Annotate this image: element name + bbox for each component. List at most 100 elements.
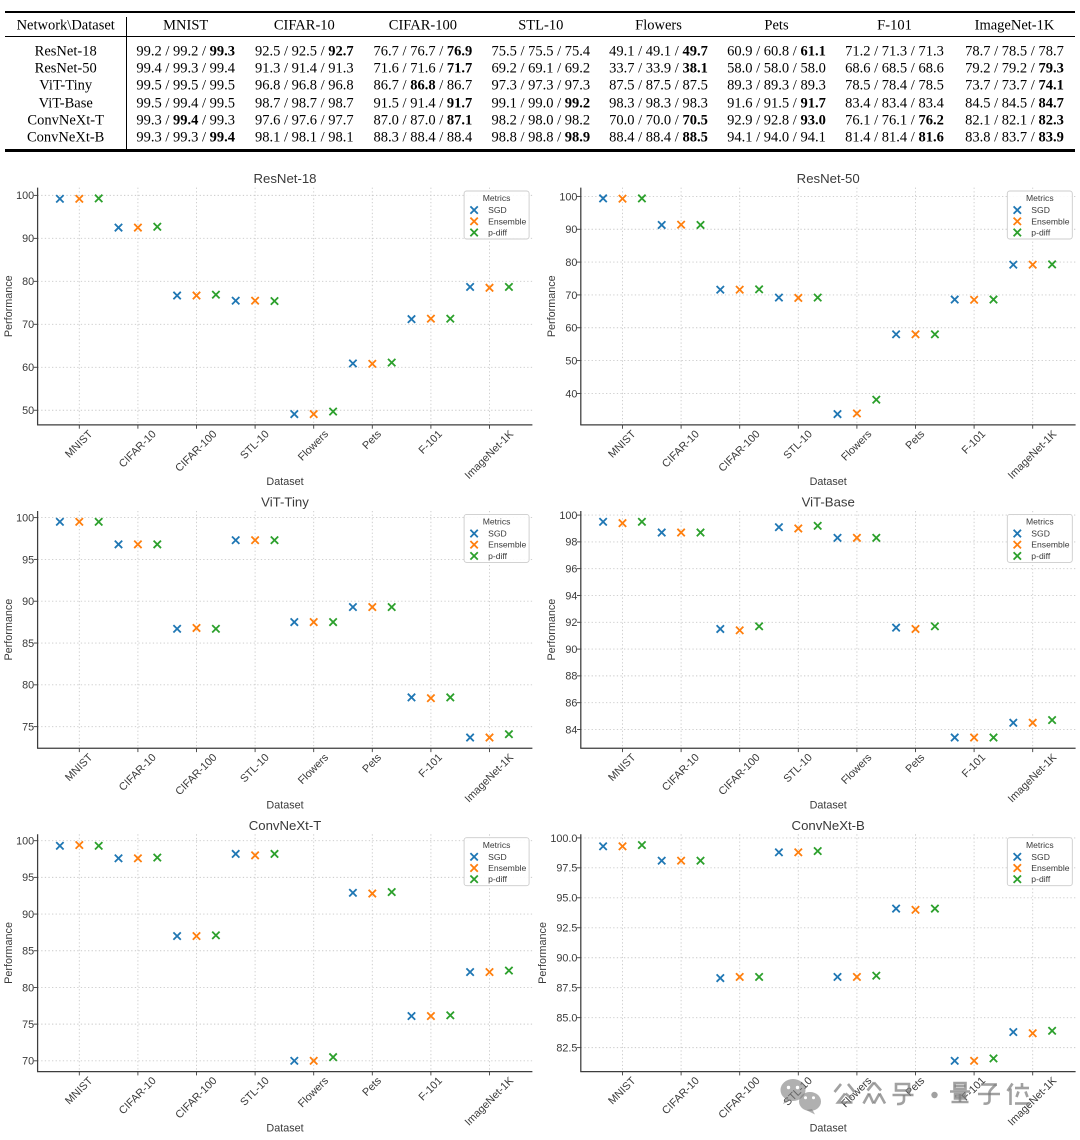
svg-text:F-101: F-101 [960,428,988,456]
svg-text:92: 92 [565,617,577,629]
svg-text:Flowers: Flowers [839,1075,875,1111]
svg-text:60: 60 [22,362,34,374]
svg-text:Metrics: Metrics [1026,517,1054,527]
svg-text:Ensemble: Ensemble [488,540,526,550]
svg-text:MNIST: MNIST [606,1075,639,1108]
svg-text:Metrics: Metrics [483,840,511,850]
svg-text:SGD: SGD [1031,529,1050,539]
svg-text:Performance: Performance [546,275,558,337]
svg-text:Flowers: Flowers [296,751,332,787]
svg-text:Metrics: Metrics [1026,193,1054,203]
svg-text:CIFAR-100: CIFAR-100 [716,752,762,798]
svg-text:MNIST: MNIST [606,428,639,461]
svg-text:90: 90 [22,233,34,245]
svg-text:CIFAR-100: CIFAR-100 [716,1075,762,1121]
svg-text:100: 100 [16,512,34,524]
svg-text:80: 80 [22,982,34,994]
svg-text:Flowers: Flowers [839,428,875,464]
svg-text:ImageNet-1K: ImageNet-1K [1006,1074,1060,1128]
svg-text:82.5: 82.5 [556,1042,577,1054]
svg-text:Performance: Performance [3,275,15,337]
svg-text:STL-10: STL-10 [781,428,815,462]
svg-text:MNIST: MNIST [63,1075,96,1108]
svg-text:96: 96 [565,564,577,576]
svg-text:85.0: 85.0 [556,1013,577,1025]
svg-text:Ensemble: Ensemble [1031,216,1069,226]
svg-text:ViT-Tiny: ViT-Tiny [261,495,309,510]
svg-text:CIFAR-10: CIFAR-10 [117,752,159,794]
svg-text:Performance: Performance [537,922,549,984]
svg-text:100.0: 100.0 [550,833,577,845]
svg-text:95.0: 95.0 [556,893,577,905]
svg-text:STL-10: STL-10 [781,752,815,786]
svg-text:CIFAR-10: CIFAR-10 [660,752,702,794]
svg-text:SGD: SGD [1031,205,1050,215]
svg-text:88: 88 [565,671,577,683]
svg-text:40: 40 [565,388,577,400]
svg-text:Dataset: Dataset [266,799,303,811]
svg-text:Metrics: Metrics [483,193,511,203]
svg-text:ResNet-18: ResNet-18 [253,171,316,186]
svg-text:Ensemble: Ensemble [1031,863,1069,873]
svg-text:F-101: F-101 [960,752,988,780]
svg-text:Dataset: Dataset [810,1123,847,1135]
svg-text:80: 80 [22,276,34,288]
svg-text:98: 98 [565,537,577,549]
svg-text:85: 85 [22,638,34,650]
svg-text:Ensemble: Ensemble [488,863,526,873]
svg-text:100: 100 [559,191,577,203]
svg-text:Pets: Pets [903,751,927,775]
svg-text:Ensemble: Ensemble [488,216,526,226]
svg-text:90: 90 [22,596,34,608]
svg-text:STL-10: STL-10 [238,428,272,462]
svg-text:ConvNeXt-T: ConvNeXt-T [249,818,322,833]
svg-text:STL-10: STL-10 [238,752,272,786]
svg-text:Dataset: Dataset [266,476,303,488]
svg-text:MNIST: MNIST [63,428,96,461]
svg-text:94: 94 [565,590,577,602]
svg-text:p-diff: p-diff [488,874,508,884]
svg-text:ImageNet-1K: ImageNet-1K [463,428,517,482]
svg-text:95: 95 [22,872,34,884]
svg-text:ImageNet-1K: ImageNet-1K [1006,428,1060,482]
svg-text:p-diff: p-diff [488,551,508,561]
svg-text:Pets: Pets [360,1075,384,1099]
svg-text:70: 70 [565,290,577,302]
svg-text:95: 95 [22,554,34,566]
svg-text:MNIST: MNIST [63,751,96,784]
svg-text:90: 90 [565,644,577,656]
svg-text:97.5: 97.5 [556,863,577,875]
svg-text:CIFAR-100: CIFAR-100 [173,1075,219,1121]
svg-text:85: 85 [22,946,34,958]
svg-text:Flowers: Flowers [296,1075,332,1111]
svg-text:92.5: 92.5 [556,923,577,935]
svg-text:Ensemble: Ensemble [1031,540,1069,550]
svg-text:F-101: F-101 [417,1075,445,1103]
svg-text:Pets: Pets [360,428,384,452]
svg-text:100: 100 [16,836,34,848]
svg-text:CIFAR-100: CIFAR-100 [173,752,219,798]
svg-text:50: 50 [22,405,34,417]
svg-text:F-101: F-101 [417,752,445,780]
svg-text:75: 75 [22,721,34,733]
svg-text:SGD: SGD [488,852,507,862]
svg-text:100: 100 [559,510,577,522]
svg-text:Dataset: Dataset [810,799,847,811]
svg-text:MNIST: MNIST [606,751,639,784]
svg-text:80: 80 [565,257,577,269]
svg-text:90: 90 [22,909,34,921]
svg-text:SGD: SGD [488,529,507,539]
svg-text:CIFAR-100: CIFAR-100 [716,428,762,474]
svg-text:Flowers: Flowers [296,428,332,464]
svg-text:p-diff: p-diff [1031,874,1051,884]
svg-text:ViT-Base: ViT-Base [802,495,855,510]
svg-text:60: 60 [565,323,577,335]
svg-text:75: 75 [22,1019,34,1031]
svg-text:Performance: Performance [3,599,15,661]
svg-text:Pets: Pets [903,428,927,452]
svg-text:Dataset: Dataset [810,476,847,488]
svg-text:CIFAR-10: CIFAR-10 [117,428,159,470]
svg-text:SGD: SGD [1031,852,1050,862]
svg-text:70: 70 [22,319,34,331]
svg-text:Performance: Performance [3,922,15,984]
